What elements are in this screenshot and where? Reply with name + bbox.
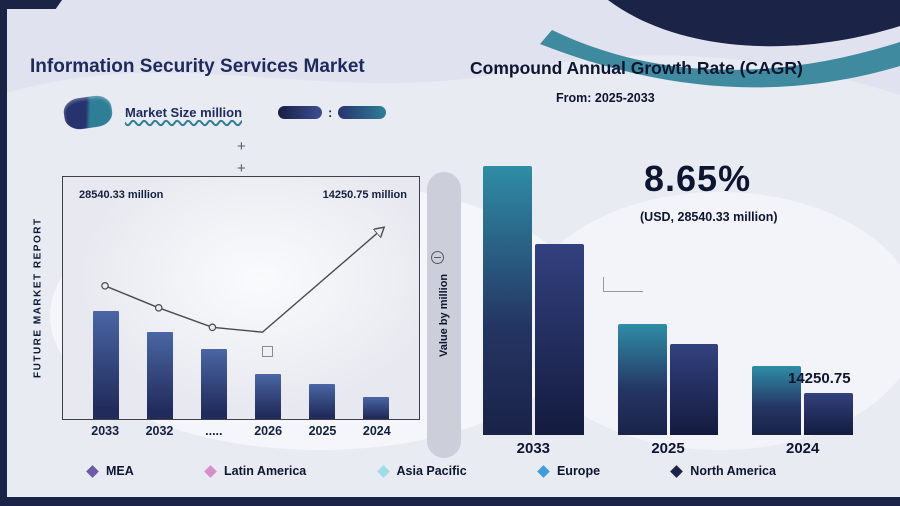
left-chart-title: Information Security Services Market — [30, 56, 365, 77]
left-bar-column — [241, 311, 295, 419]
right-bar-groups — [478, 158, 858, 435]
left-bar — [363, 397, 389, 419]
right-chart-subtitle: From: 2025-2033 — [556, 91, 655, 105]
right-bar-series-1 — [617, 324, 667, 435]
right-bar-group — [613, 158, 724, 435]
left-x-label: 2033 — [91, 424, 120, 438]
legend-item-latin-america: Latin America — [204, 464, 307, 478]
left-x-labels: 2033 2032..... 2026 2025 2024 — [62, 424, 420, 438]
diamond-icon — [537, 464, 550, 478]
left-x-label: 2026 — [254, 424, 283, 438]
right-bar-series-1 — [483, 166, 532, 435]
cagr-percentage: 8.65% — [644, 158, 752, 199]
top-left-accent — [0, 0, 62, 9]
right-x-labels: 2033 2025 2024 — [478, 440, 858, 457]
diamond-icon — [204, 464, 217, 478]
legend-item-asia-pacific: Asia Pacific — [376, 464, 467, 478]
plus-icon — [237, 138, 246, 155]
cagr-detail: (USD, 28540.33 million) — [640, 210, 778, 224]
database-cylinder-icon — [62, 93, 114, 131]
legend-item-north-america: North America — [670, 464, 776, 478]
circle-minus-icon — [431, 251, 444, 264]
left-chart-y-axis-label: FUTURE MARKET REPORT — [32, 217, 44, 379]
small-square-decoration — [262, 346, 273, 357]
right-bar-group — [747, 158, 858, 435]
pill-shape-icon — [278, 105, 323, 119]
left-bar-column — [349, 311, 403, 419]
legend-label: Latin America — [224, 464, 307, 478]
right-bar-series-2 — [534, 243, 584, 435]
right-bar-group — [478, 158, 589, 435]
left-x-label: 2024 — [362, 424, 391, 438]
diamond-icon — [670, 464, 684, 478]
legend-item-mea: MEA — [86, 464, 134, 478]
left-x-label: 2032 — [145, 424, 174, 438]
right-chart-title: Compound Annual Growth Rate (CAGR) — [470, 58, 803, 78]
left-bar — [255, 373, 281, 419]
legend-label: MEA — [106, 464, 134, 478]
left-edge-bar — [0, 0, 7, 506]
left-x-label: ..... — [205, 424, 223, 438]
left-chart-min-value-label: 14250.75 million — [322, 189, 407, 201]
diamond-icon — [376, 464, 390, 478]
pill-separator: : — [328, 104, 333, 120]
left-bar-column — [187, 311, 241, 419]
left-bar — [201, 348, 227, 419]
left-bar-column — [133, 311, 187, 419]
value-axis-band — [427, 172, 461, 458]
left-bars — [79, 311, 403, 419]
right-bar-series-2 — [804, 393, 853, 435]
background-curves — [0, 0, 900, 95]
market-size-legend-label: Market Size million — [125, 104, 243, 120]
left-bar — [147, 331, 173, 419]
decorative-pills: : — [278, 104, 387, 120]
right-x-label: 2033 — [516, 440, 551, 457]
right-bar-series-2 — [669, 343, 719, 435]
left-bar-column — [295, 311, 349, 419]
right-bar-series-1 — [752, 365, 802, 435]
right-x-label: 2025 — [651, 440, 685, 457]
left-bar-column — [79, 311, 133, 419]
left-chart-max-value-label: 28540.33 million — [79, 189, 164, 201]
bracket-decoration — [603, 277, 643, 292]
market-size-legend: Market Size million : — [62, 92, 387, 132]
region-legend: MEA Latin America Asia Pacific Europe No… — [86, 464, 776, 478]
legend-label: Europe — [556, 464, 601, 478]
legend-item-europe: Europe — [537, 464, 601, 478]
left-bar — [93, 311, 119, 419]
plus-icon — [237, 160, 246, 177]
right-bar-chart — [478, 158, 858, 435]
left-bar-chart: 28540.33 million 14250.75 million — [62, 176, 420, 420]
left-bar — [309, 384, 335, 419]
right-chart-value-annotation: 14250.75 — [788, 370, 851, 387]
pill-shape-icon — [338, 105, 387, 119]
bottom-edge-bar — [0, 497, 900, 506]
trend-line-svg — [101, 176, 420, 333]
legend-label: North America — [690, 464, 776, 478]
right-x-label: 2024 — [785, 440, 820, 457]
legend-label: Asia Pacific — [396, 464, 467, 478]
diamond-icon — [86, 464, 99, 478]
right-chart-y-axis-label: Value by million — [438, 273, 450, 357]
left-x-label: 2025 — [308, 424, 337, 438]
